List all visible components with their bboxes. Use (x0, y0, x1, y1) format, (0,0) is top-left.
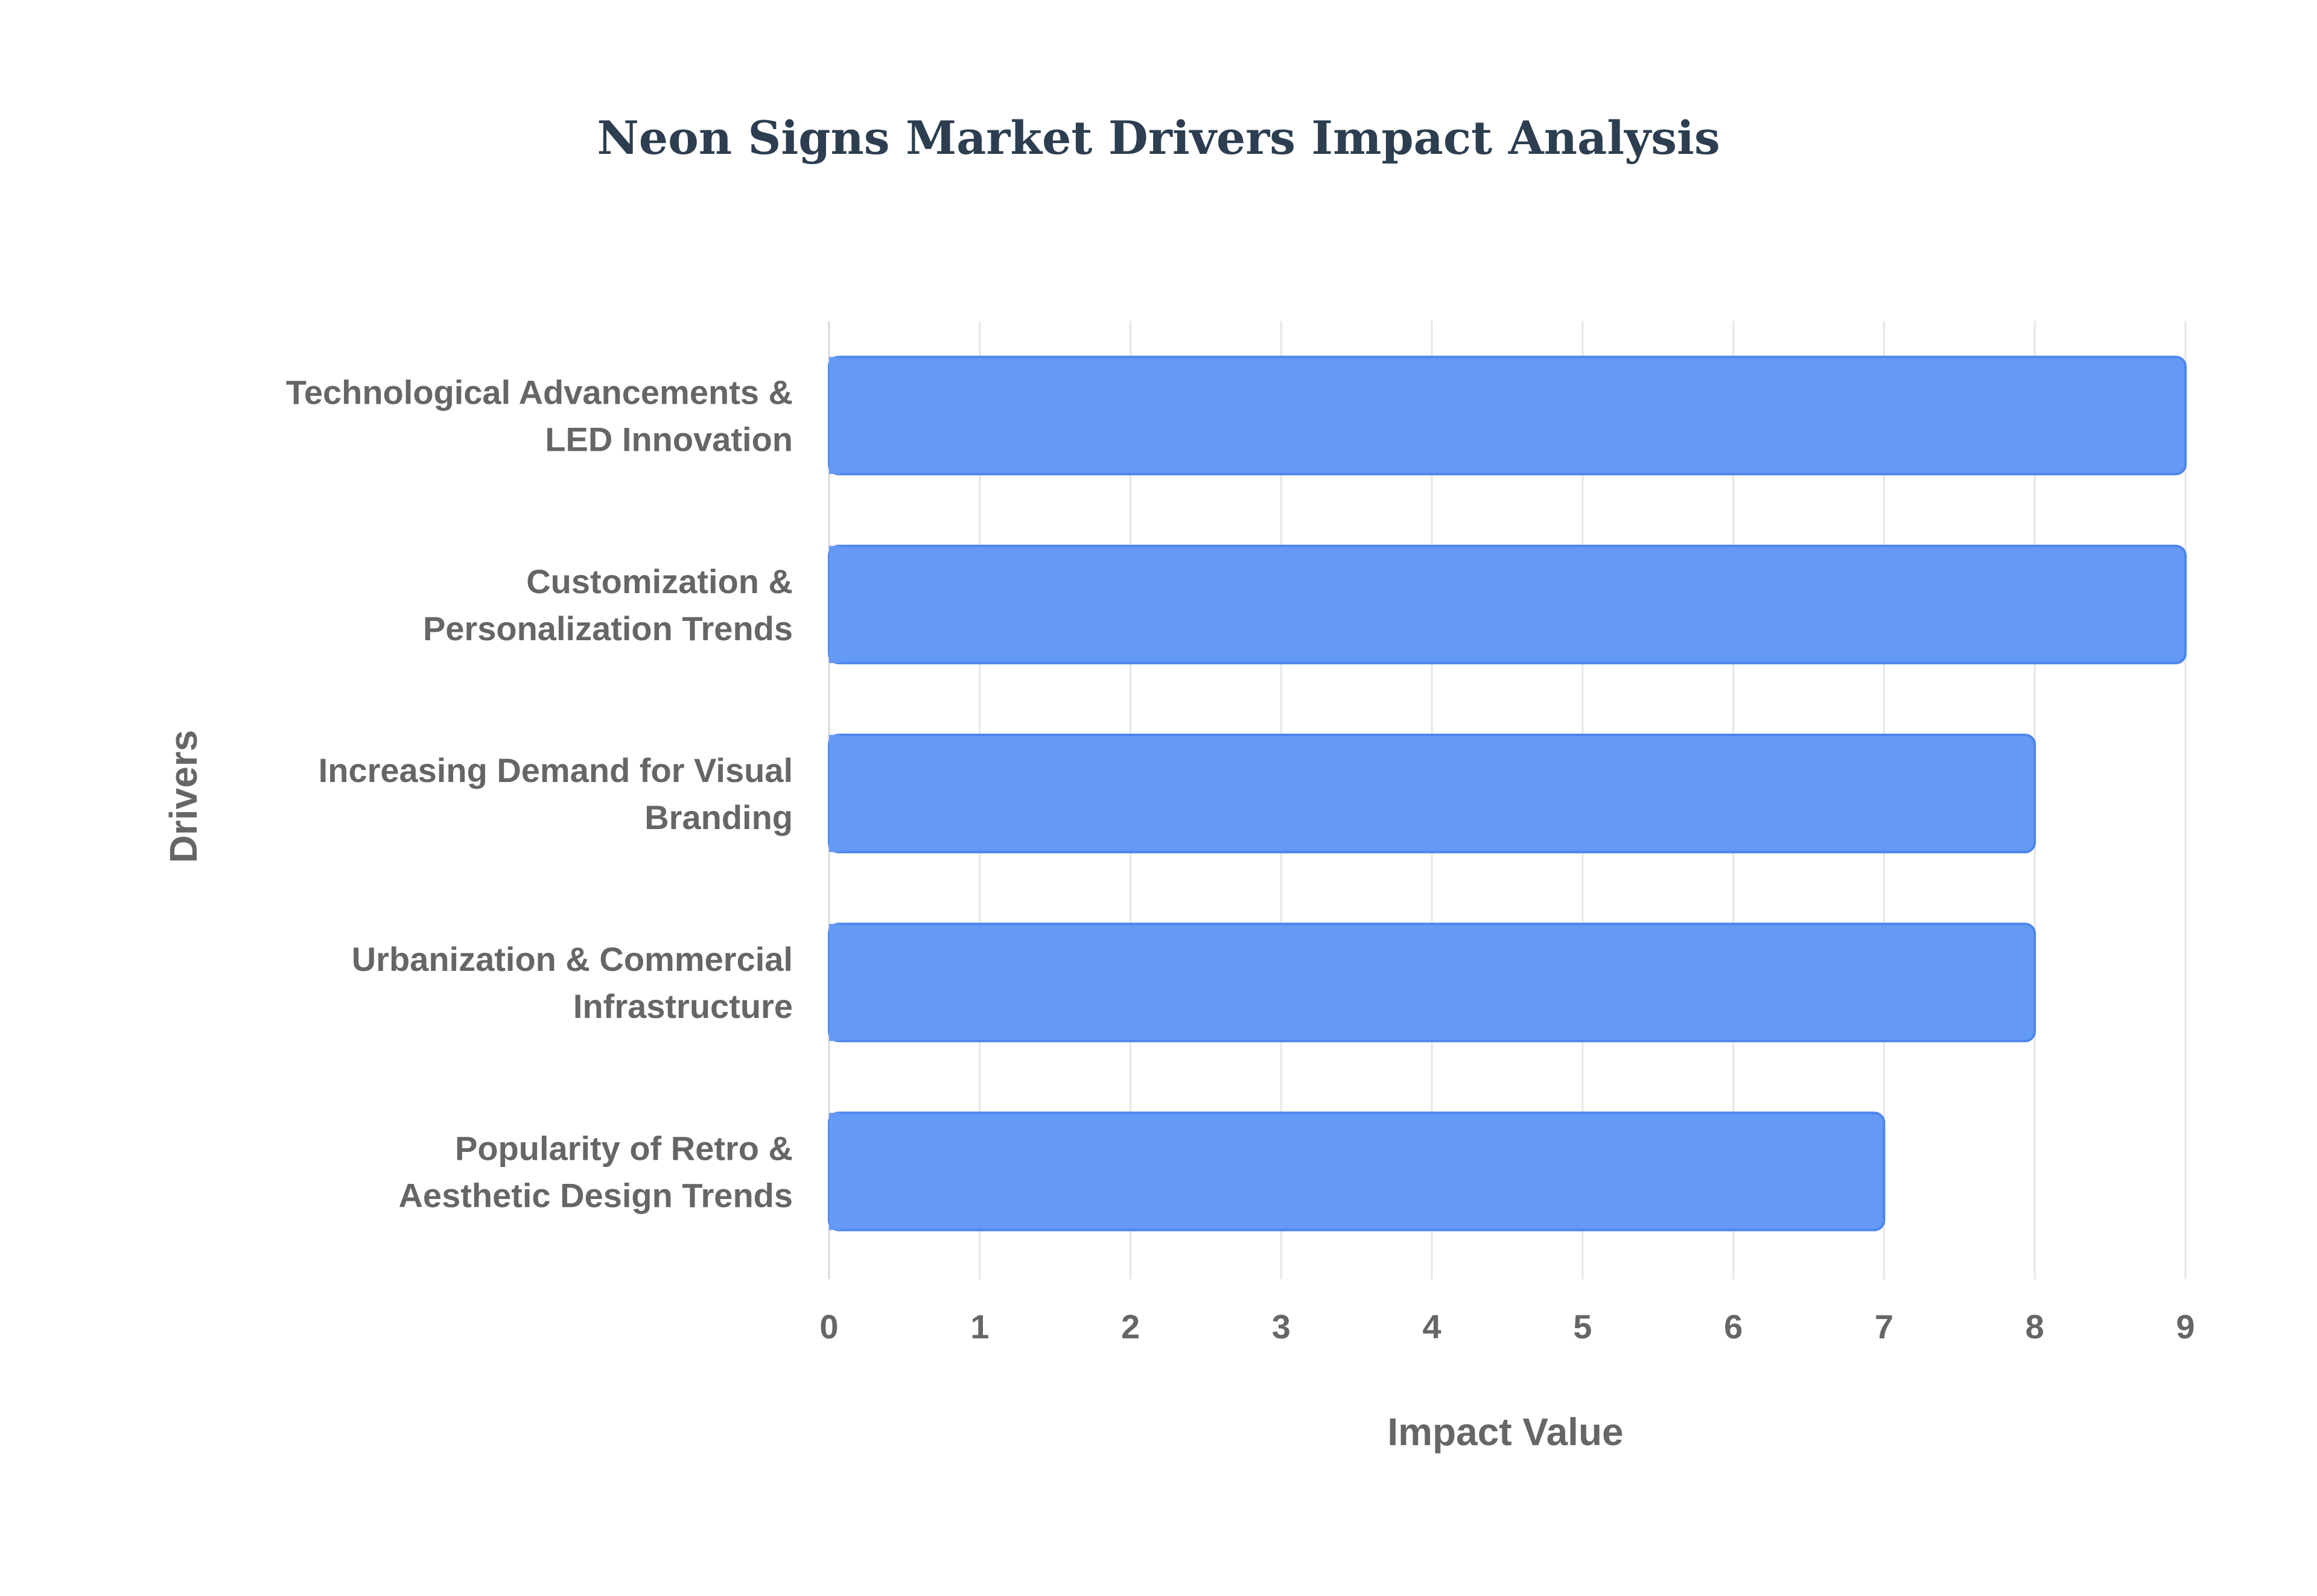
category-label-5-line-2: Aesthetic Design Trends (398, 1176, 793, 1214)
category-label-3-line-1: Increasing Demand for Visual (319, 751, 793, 789)
category-label-4-line-2: Infrastructure (573, 987, 793, 1025)
x-tick-label-1: 1 (970, 1308, 989, 1346)
bars (828, 355, 2187, 1232)
category-label-4-line-1: Urbanization & Commercial (352, 940, 793, 978)
bar-2 (828, 544, 2187, 664)
category-label-3-line-2: Branding (644, 798, 793, 836)
x-tick-label-8: 8 (2026, 1308, 2044, 1346)
x-tick-label-4: 4 (1423, 1308, 1441, 1346)
x-axis-title: Impact Value (1387, 1410, 1623, 1454)
x-tick-label-7: 7 (1875, 1308, 1893, 1346)
bar-5-base (829, 1113, 841, 1230)
category-label-5-line-1: Popularity of Retro & (455, 1129, 793, 1167)
x-tick-label-2: 2 (1121, 1308, 1140, 1346)
category-label-1-line-1: Technological Advancements & (286, 374, 793, 412)
x-tick-label-6: 6 (1724, 1308, 1743, 1346)
y-axis-title: Drivers (162, 730, 205, 863)
bar-4 (828, 923, 2036, 1043)
bar-1-base (829, 357, 841, 474)
x-tick-label-9: 9 (2176, 1308, 2195, 1346)
bar-4-base (829, 924, 841, 1041)
x-tick-labels: 0 1 2 3 4 5 6 7 8 9 (819, 1308, 2195, 1346)
bar-3-base (829, 734, 841, 853)
category-label-2-line-2: Personalization Trends (423, 609, 793, 647)
bar-2-base (829, 545, 841, 663)
category-label-2-line-1: Customization & (526, 562, 793, 600)
bar-1 (828, 355, 2187, 475)
x-tick-label-5: 5 (1573, 1308, 1592, 1346)
bar-3 (828, 733, 2036, 854)
x-tick-label-3: 3 (1272, 1308, 1291, 1346)
category-labels: Technological Advancements & LED Innovati… (286, 374, 793, 1215)
bar-5 (828, 1111, 1886, 1232)
category-label-1-line-2: LED Innovation (545, 421, 793, 459)
chart-title: Neon Signs Market Drivers Impact Analysi… (597, 111, 1720, 165)
x-tick-label-0: 0 (819, 1308, 838, 1346)
